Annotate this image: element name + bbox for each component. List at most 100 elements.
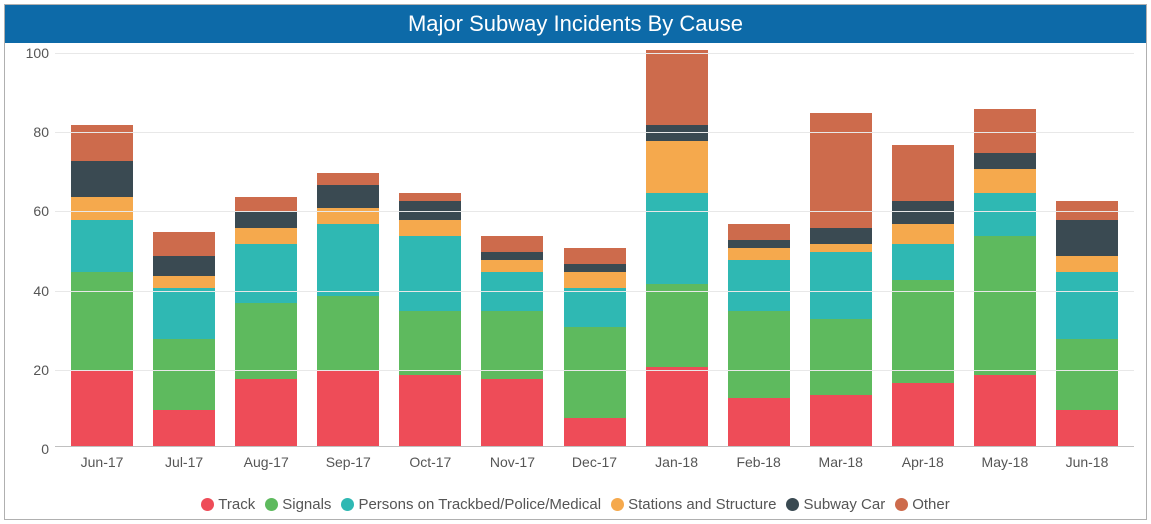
bar-segment	[235, 303, 297, 378]
bar-segment	[399, 311, 461, 374]
bar-segment	[153, 276, 215, 288]
bars-container: Jun-17Jul-17Aug-17Sep-17Oct-17Nov-17Dec-…	[55, 53, 1134, 446]
bar-slot: Jun-18	[1046, 53, 1128, 446]
bar-slot: Jun-17	[61, 53, 143, 446]
x-axis-tick-label: Oct-17	[409, 454, 451, 470]
bar-segment	[728, 224, 790, 240]
bar-stack	[399, 193, 461, 446]
bar-slot: Feb-18	[718, 53, 800, 446]
bar-segment	[810, 319, 872, 394]
bar-stack	[564, 248, 626, 446]
bar-segment	[564, 264, 626, 272]
bar-segment	[892, 383, 954, 446]
bar-segment	[1056, 410, 1118, 446]
legend-label: Persons on Trackbed/Police/Medical	[358, 496, 601, 513]
bar-segment	[71, 197, 133, 221]
y-axis-tick-label: 60	[15, 203, 49, 219]
bar-segment	[71, 220, 133, 271]
bar-stack	[646, 50, 708, 446]
bar-segment	[564, 418, 626, 446]
chart-frame: Major Subway Incidents By Cause Jun-17Ju…	[4, 4, 1147, 520]
gridline	[55, 211, 1134, 212]
legend-swatch-icon	[786, 498, 799, 511]
bar-stack	[892, 145, 954, 446]
bar-stack	[317, 173, 379, 446]
bar-segment	[481, 379, 543, 446]
y-axis-tick-label: 80	[15, 124, 49, 140]
bar-segment	[235, 228, 297, 244]
bar-segment	[235, 379, 297, 446]
bar-segment	[728, 260, 790, 311]
bar-segment	[974, 193, 1036, 237]
gridline	[55, 370, 1134, 371]
bar-segment	[892, 201, 954, 225]
gridline	[55, 291, 1134, 292]
bar-segment	[564, 327, 626, 418]
bar-segment	[646, 367, 708, 446]
x-axis-tick-label: Mar-18	[819, 454, 863, 470]
bar-segment	[810, 252, 872, 319]
bar-segment	[810, 395, 872, 446]
bar-segment	[317, 296, 379, 371]
bar-stack	[1056, 201, 1118, 446]
bar-segment	[317, 224, 379, 295]
bar-segment	[892, 280, 954, 383]
bar-stack	[153, 232, 215, 446]
x-axis-tick-label: Jun-17	[81, 454, 124, 470]
bar-slot: Sep-17	[307, 53, 389, 446]
bar-segment	[481, 252, 543, 260]
legend-swatch-icon	[265, 498, 278, 511]
bar-segment	[235, 212, 297, 228]
bar-segment	[728, 248, 790, 260]
bar-segment	[317, 173, 379, 185]
bar-segment	[235, 244, 297, 303]
bar-segment	[153, 232, 215, 256]
bar-segment	[481, 311, 543, 378]
bar-segment	[399, 220, 461, 236]
bar-segment	[71, 272, 133, 371]
bar-segment	[1056, 272, 1118, 339]
bar-segment	[399, 193, 461, 201]
bar-segment	[317, 185, 379, 209]
gridline	[55, 53, 1134, 54]
legend-swatch-icon	[341, 498, 354, 511]
plot-area: Jun-17Jul-17Aug-17Sep-17Oct-17Nov-17Dec-…	[55, 53, 1134, 447]
bar-segment	[1056, 220, 1118, 256]
chart-title: Major Subway Incidents By Cause	[5, 5, 1146, 43]
legend-swatch-icon	[201, 498, 214, 511]
legend-label: Subway Car	[803, 496, 885, 513]
bar-segment	[1056, 339, 1118, 410]
legend-item: Other	[895, 496, 950, 513]
x-axis-tick-label: Apr-18	[902, 454, 944, 470]
bar-stack	[235, 197, 297, 446]
bar-slot: Nov-17	[471, 53, 553, 446]
legend: TrackSignalsPersons on Trackbed/Police/M…	[5, 496, 1146, 513]
bar-slot: Apr-18	[882, 53, 964, 446]
bar-segment	[728, 311, 790, 398]
x-axis-tick-label: Jan-18	[655, 454, 698, 470]
legend-label: Other	[912, 496, 950, 513]
x-axis-tick-label: May-18	[982, 454, 1029, 470]
bar-slot: Aug-17	[225, 53, 307, 446]
bar-segment	[646, 125, 708, 141]
bar-segment	[646, 141, 708, 192]
bar-segment	[317, 371, 379, 446]
bar-segment	[235, 197, 297, 213]
bar-stack	[481, 236, 543, 446]
bar-segment	[892, 244, 954, 280]
bar-slot: Jan-18	[636, 53, 718, 446]
gridline	[55, 132, 1134, 133]
bar-segment	[974, 375, 1036, 446]
bar-stack	[810, 113, 872, 446]
bar-segment	[153, 410, 215, 446]
bar-segment	[71, 161, 133, 197]
bar-segment	[974, 153, 1036, 169]
bar-segment	[399, 236, 461, 311]
bar-segment	[646, 193, 708, 284]
legend-item: Stations and Structure	[611, 496, 776, 513]
bar-segment	[892, 224, 954, 244]
y-axis-tick-label: 0	[15, 441, 49, 457]
bar-segment	[481, 260, 543, 272]
legend-swatch-icon	[611, 498, 624, 511]
x-axis-tick-label: Jun-18	[1066, 454, 1109, 470]
